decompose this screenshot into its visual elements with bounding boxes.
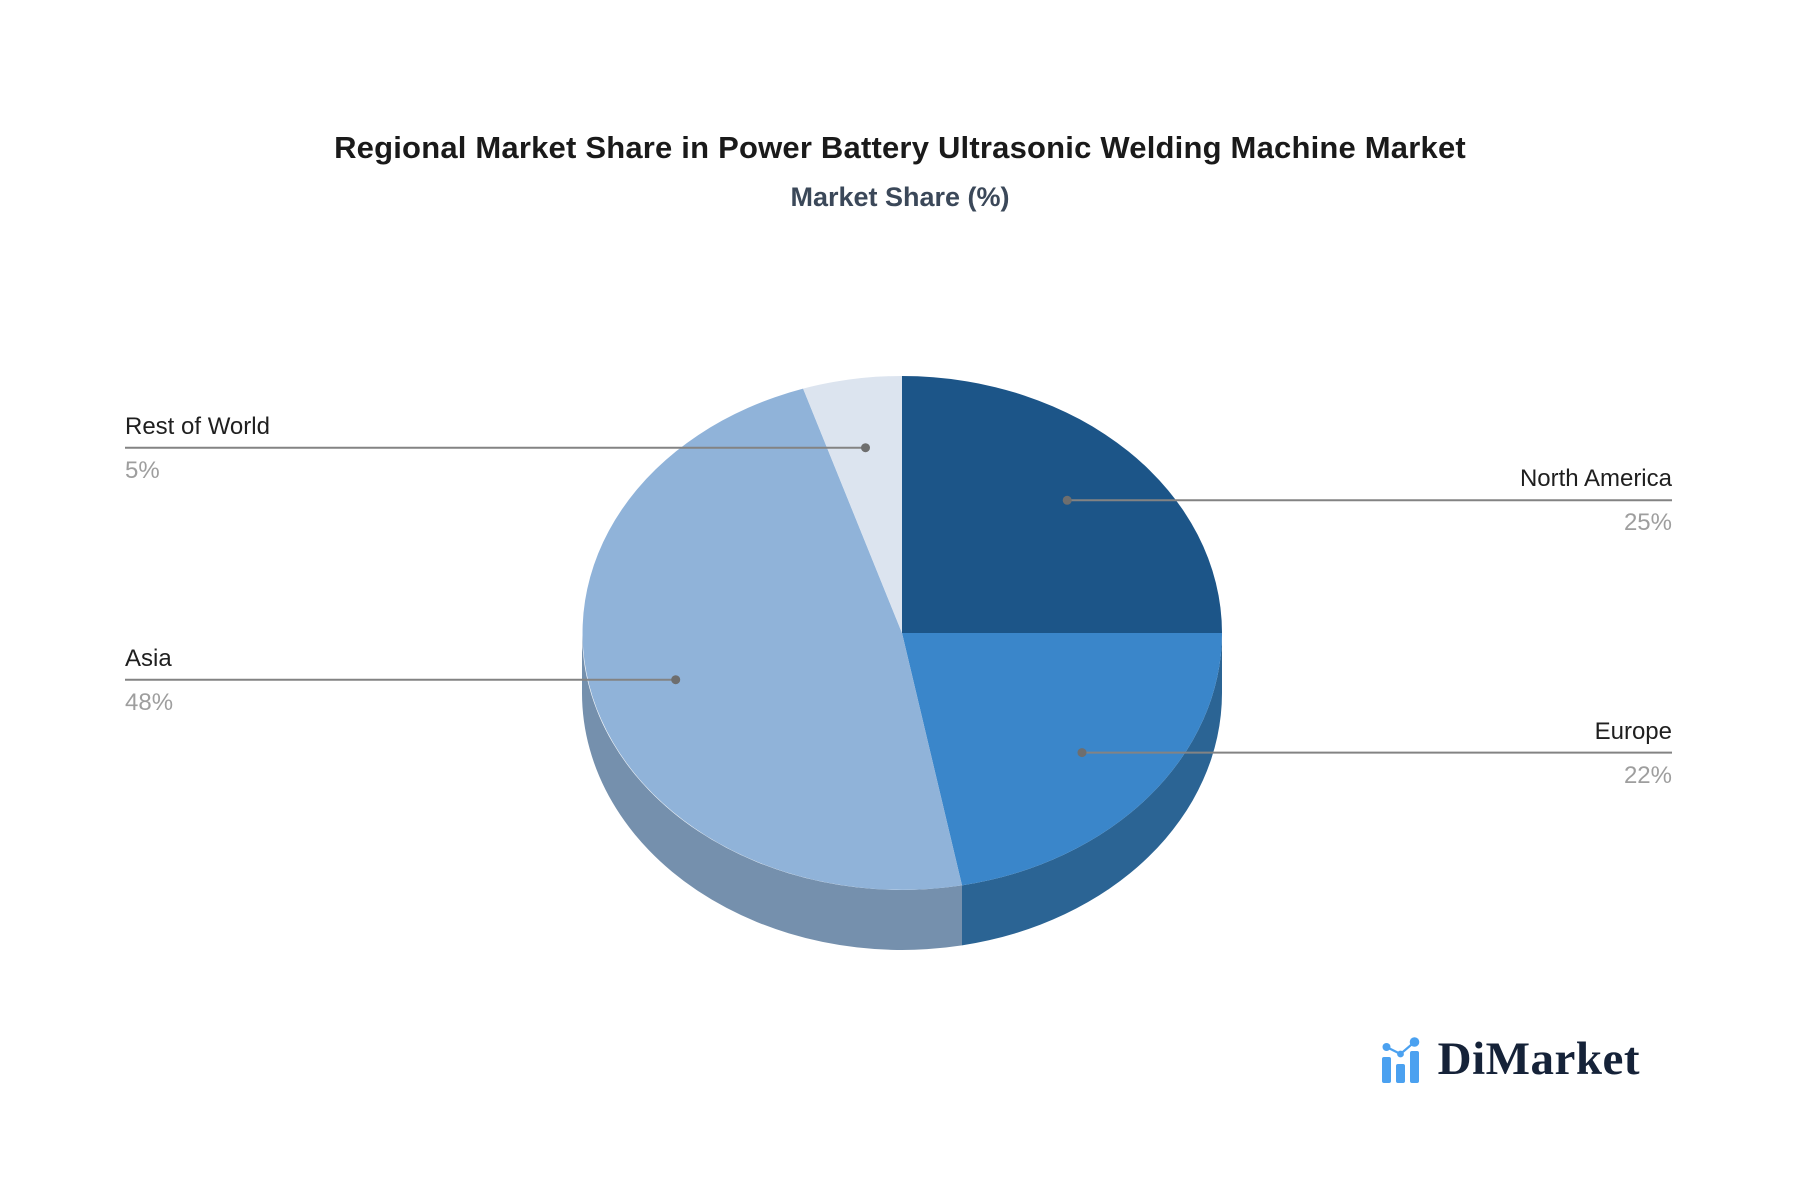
chart-subtitle: Market Share (%)	[790, 182, 1010, 212]
leader-dot-europe	[1077, 748, 1087, 758]
slice-label-europe: Europe	[1594, 717, 1672, 745]
chart-title: Regional Market Share in Power Battery U…	[334, 130, 1466, 165]
slice-value-rest-of-world: 5%	[125, 456, 160, 484]
slice-label-rest-of-world: Rest of World	[125, 412, 270, 440]
pie-slice-asia[interactable]	[582, 388, 962, 890]
leader-dot-rest-of-world	[861, 443, 870, 453]
pie-slice-north-america[interactable]	[902, 376, 1222, 633]
pie-slice-side-europe	[962, 633, 1222, 946]
chart-header: Regional Market Share in Power Battery U…	[0, 130, 1800, 213]
slice-value-north-america: 25%	[1623, 509, 1672, 537]
slice-label-asia: Asia	[125, 644, 172, 672]
bar-chart-logo-icon	[1381, 1037, 1419, 1083]
brand-footer: DiMarket	[1379, 1036, 1640, 1083]
slice-value-europe: 22%	[1623, 761, 1672, 789]
leader-dot-north-america	[1062, 495, 1072, 505]
pie-slice-rest-of-world[interactable]	[803, 376, 902, 633]
pie-slice-europe[interactable]	[902, 633, 1222, 886]
slice-value-asia: 48%	[125, 688, 174, 716]
pie-slice-side-asia	[582, 633, 962, 950]
brand-name: DiMarket	[1437, 1033, 1640, 1085]
slice-label-north-america: North America	[1519, 465, 1672, 493]
leader-dot-asia	[671, 675, 681, 685]
